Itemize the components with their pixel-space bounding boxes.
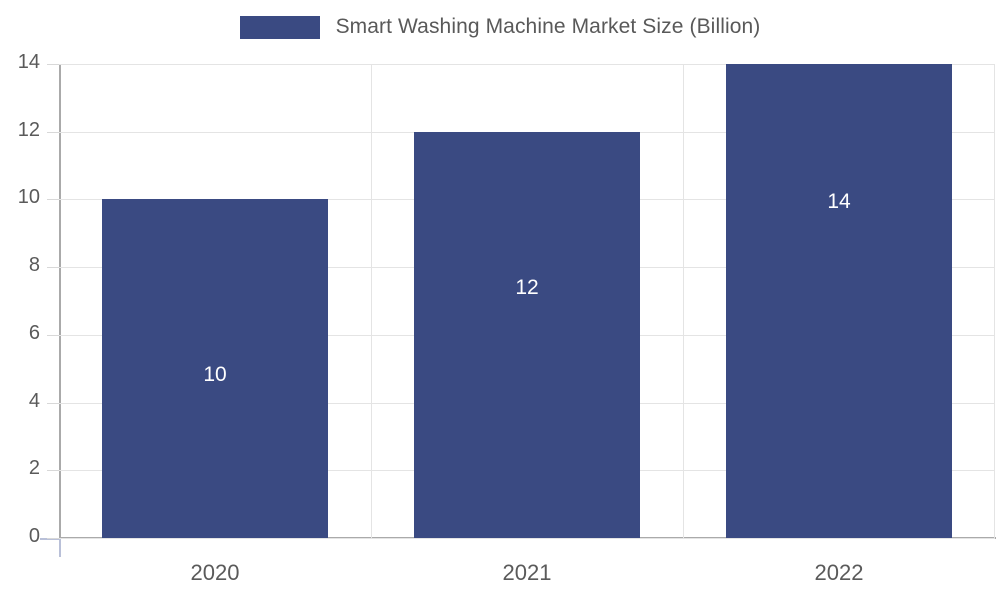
gridline-vertical xyxy=(371,64,372,538)
gridline-horizontal xyxy=(59,538,995,539)
gridline-horizontal xyxy=(59,64,995,65)
x-axis-tick-label: 2020 xyxy=(190,560,240,585)
bar[interactable] xyxy=(414,131,640,538)
bar-value-label: 10 xyxy=(203,362,227,386)
bar-value-label: 12 xyxy=(515,276,539,300)
legend-item-market-size[interactable]: Smart Washing Machine Market Size (Billi… xyxy=(239,15,761,39)
origin-tick-horizontal xyxy=(40,538,59,540)
gridline-vertical xyxy=(683,64,684,538)
bar-value-label: 14 xyxy=(827,189,851,213)
y-axis-line xyxy=(59,64,61,539)
y-axis-tick-mark xyxy=(47,402,59,404)
chart-legend: Smart Washing Machine Market Size (Billi… xyxy=(0,0,1000,62)
y-axis-tick-mark xyxy=(47,538,59,539)
legend-swatch-icon xyxy=(239,15,320,39)
y-axis-tick-mark xyxy=(47,470,59,472)
legend-label: Smart Washing Machine Market Size (Billi… xyxy=(335,15,761,38)
y-axis-tick-mark xyxy=(47,131,59,133)
y-axis-tick-mark xyxy=(47,267,59,269)
plot-area: 10 12 14 xyxy=(59,64,995,539)
bar[interactable] xyxy=(726,64,952,538)
y-axis-tick-mark xyxy=(47,199,59,201)
x-axis-tick-label: 2021 xyxy=(502,560,552,585)
x-axis-tick-label: 2022 xyxy=(814,560,864,585)
y-axis-tick-mark xyxy=(47,334,59,336)
y-axis-tick-mark xyxy=(47,64,59,65)
bar[interactable] xyxy=(102,199,328,538)
origin-tick-vertical xyxy=(59,539,61,557)
